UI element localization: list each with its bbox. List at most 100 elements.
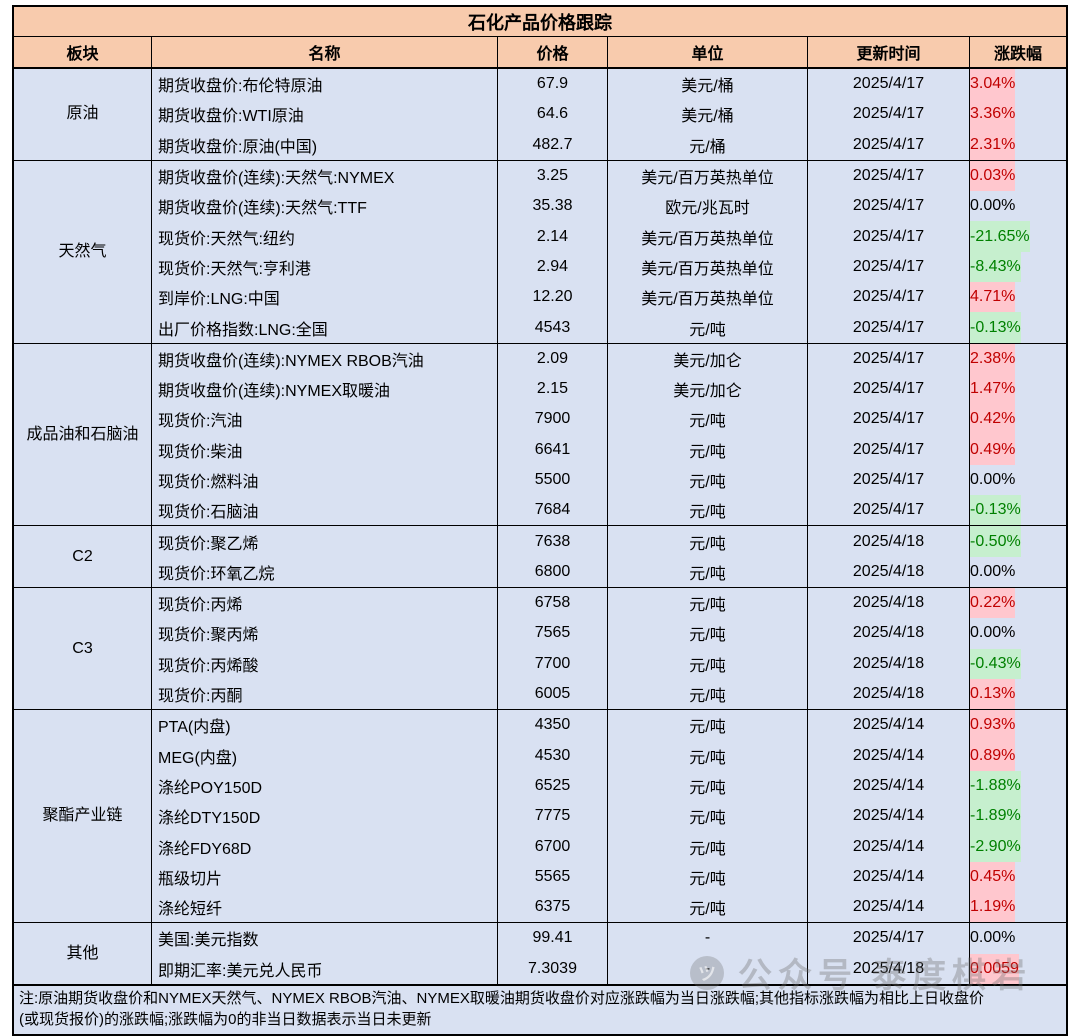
footnote: 注:原油期货收盘价和NYMEX天然气、NYMEX RBOB汽油、NYMEX取暖油…	[14, 984, 1066, 1034]
cell-unit: 元/吨	[608, 588, 808, 619]
cell-unit: -	[608, 953, 808, 984]
cell-unit: 元/吨	[608, 526, 808, 557]
sector-label: 成品油和石脑油	[14, 343, 152, 526]
table-row: 期货收盘价(连续):NYMEX RBOB汽油 2.09 美元/加仑 2025/4/17…	[152, 343, 1066, 374]
cell-unit: 元/吨	[608, 464, 808, 496]
section-rows: 期货收盘价:布伦特原油 67.9 美元/桶 2025/4/17 3.04% 期货收盘价:W…	[152, 69, 1066, 160]
cell-change: 1.47%	[970, 373, 1016, 405]
cell-unit: -	[608, 923, 808, 954]
cell-change: 0.00%	[970, 471, 1016, 488]
sector-label: 聚酯产业链	[14, 710, 152, 923]
table-row: 现货价:聚丙烯 7565 元/吨 2025/4/18 0.00%	[152, 618, 1066, 649]
cell-name: 涤纶POY150D	[152, 770, 498, 802]
cell-price: 6005	[498, 678, 608, 710]
cell-price: 7700	[498, 648, 608, 679]
footnote-line-2: (或现货报价)的涨跌幅;涨跌幅为0的非当日数据表示当日未更新	[19, 1011, 432, 1029]
cell-change: 1.19%	[970, 892, 1016, 923]
cell-change: 0.00%	[970, 929, 1016, 947]
cell-name: 现货价:石脑油	[152, 495, 498, 526]
cell-price: 2.94	[498, 251, 608, 283]
cell-price: 482.7	[498, 129, 608, 160]
cell-unit: 元/吨	[608, 740, 808, 771]
table-row: 现货价:柴油 6641 元/吨 2025/4/17 0.49%	[152, 434, 1066, 465]
section-天然气: 天然气 期货收盘价(连续):天然气:NYMEX 3.25 美元/百万英热单位 2025/…	[14, 160, 1066, 344]
cell-name: 到岸价:LNG:中国	[152, 282, 498, 313]
cell-name: 现货价:丙烯酸	[152, 648, 498, 679]
cell-price: 64.6	[498, 99, 608, 130]
cell-update-time: 2025/4/17	[808, 129, 970, 160]
table-row: 美国:美元指数 99.41-2025/4/17 0.00%	[152, 923, 1066, 954]
cell-update-time: 2025/4/18	[808, 678, 970, 710]
cell-name: 现货价:天然气:纽约	[152, 221, 498, 252]
cell-update-time: 2025/4/18	[808, 526, 970, 557]
cell-change: 3.04%	[970, 69, 1016, 100]
cell-price: 5500	[498, 464, 608, 496]
table-row: 到岸价:LNG:中国 12.20 美元/百万英热单位 2025/4/17 4.71%	[152, 282, 1066, 313]
cell-update-time: 2025/4/17	[808, 282, 970, 313]
cell-name: 涤纶FDY68D	[152, 831, 498, 862]
cell-unit: 元/吨	[608, 434, 808, 465]
sector-label: 其他	[14, 923, 152, 984]
cell-change: -8.43%	[970, 251, 1021, 283]
cell-update-time: 2025/4/18	[808, 953, 970, 984]
cell-price: 67.9	[498, 69, 608, 100]
cell-name: 现货价:聚丙烯	[152, 618, 498, 649]
cell-price: 2.09	[498, 343, 608, 374]
cell-update-time: 2025/4/18	[808, 556, 970, 588]
table-row: 现货价:天然气:纽约 2.14 美元/百万英热单位 2025/4/17 -21.65%	[152, 221, 1066, 252]
cell-update-time: 2025/4/17	[808, 312, 970, 343]
section-原油: 原油 期货收盘价:布伦特原油 67.9 美元/桶 2025/4/17 3.04% 期货收盘价…	[14, 69, 1066, 161]
cell-change: 3.36%	[970, 99, 1016, 130]
cell-change: -0.43%	[970, 648, 1021, 679]
cell-name: 期货收盘价(连续):NYMEX取暖油	[152, 373, 498, 405]
cell-update-time: 2025/4/17	[808, 69, 970, 100]
table-row: 瓶级切片 5565 元/吨 2025/4/14 0.45%	[152, 861, 1066, 893]
table-header-row: 板块 名称 价格 单位 更新时间 涨跌幅	[14, 36, 1066, 69]
cell-change: 0.00%	[970, 624, 1016, 642]
price-tracking-table: 石化产品价格跟踪 板块 名称 价格 单位 更新时间 涨跌幅 原油 期货收盘价:布伦…	[12, 5, 1068, 1036]
cell-name: 即期汇率:美元兑人民币	[152, 953, 498, 984]
cell-unit: 美元/百万英热单位	[608, 282, 808, 313]
cell-unit: 元/吨	[608, 801, 808, 832]
table-body: 原油 期货收盘价:布伦特原油 67.9 美元/桶 2025/4/17 3.04% 期货收盘价…	[14, 69, 1066, 985]
cell-update-time: 2025/4/14	[808, 710, 970, 741]
cell-update-time: 2025/4/17	[808, 251, 970, 283]
cell-unit: 元/吨	[608, 648, 808, 679]
cell-update-time: 2025/4/17	[808, 923, 970, 954]
table-row: 涤纶DTY150D 7775 元/吨 2025/4/14 -1.89%	[152, 801, 1066, 832]
table-row: 现货价:聚乙烯 7638 元/吨 2025/4/18 -0.50%	[152, 526, 1066, 557]
cell-change: 0.22%	[970, 588, 1016, 619]
cell-name: 期货收盘价(连续):天然气:NYMEX	[152, 160, 498, 192]
cell-name: 出厂价格指数:LNG:全国	[152, 312, 498, 343]
cell-update-time: 2025/4/14	[808, 801, 970, 832]
cell-name: 现货价:聚乙烯	[152, 526, 498, 557]
cell-update-time: 2025/4/14	[808, 831, 970, 862]
cell-unit: 元/吨	[608, 831, 808, 862]
cell-price: 5565	[498, 861, 608, 893]
cell-update-time: 2025/4/14	[808, 770, 970, 802]
header-price: 价格	[498, 37, 608, 67]
header-unit: 单位	[608, 37, 808, 67]
cell-name: 期货收盘价(连续):NYMEX RBOB汽油	[152, 343, 498, 374]
cell-price: 6800	[498, 556, 608, 588]
cell-unit: 元/吨	[608, 892, 808, 923]
header-name: 名称	[152, 37, 498, 67]
cell-unit: 元/吨	[608, 678, 808, 710]
sector-label: C3	[14, 588, 152, 710]
cell-price: 7775	[498, 801, 608, 832]
cell-unit: 元/吨	[608, 770, 808, 802]
cell-name: 现货价:燃料油	[152, 464, 498, 496]
cell-name: 期货收盘价:原油(中国)	[152, 129, 498, 160]
cell-unit: 美元/百万英热单位	[608, 160, 808, 192]
cell-price: 6375	[498, 892, 608, 923]
cell-update-time: 2025/4/14	[808, 740, 970, 771]
table-row: 现货价:石脑油 7684 元/吨 2025/4/17 -0.13%	[152, 495, 1066, 526]
cell-unit: 元/吨	[608, 404, 808, 435]
table-row: 期货收盘价(连续):NYMEX取暖油 2.15 美元/加仑 2025/4/17 1.47…	[152, 373, 1066, 405]
table-row: 涤纶FDY68D 6700 元/吨 2025/4/14 -2.90%	[152, 831, 1066, 862]
section-rows: PTA(内盘) 4350 元/吨 2025/4/14 0.93% MEG(内盘) 4530 元…	[152, 710, 1066, 923]
table-row: 即期汇率:美元兑人民币 7.3039-2025/4/18 0.0059	[152, 953, 1066, 984]
cell-update-time: 2025/4/14	[808, 861, 970, 893]
footnote-line-1: 注:原油期货收盘价和NYMEX天然气、NYMEX RBOB汽油、NYMEX取暖油…	[19, 989, 985, 1007]
cell-change: 0.93%	[970, 710, 1016, 741]
